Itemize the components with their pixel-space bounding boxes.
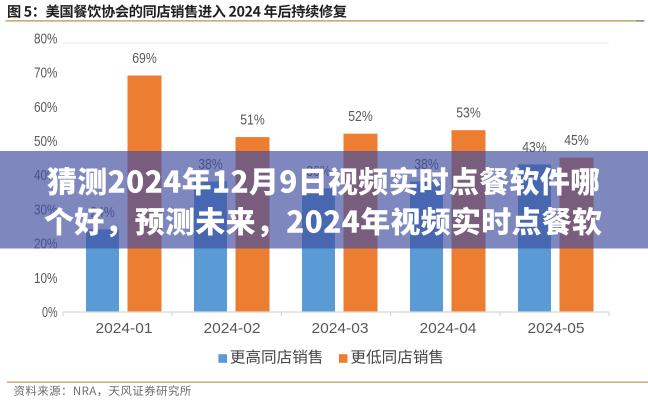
svg-text:50%: 50% [34, 134, 58, 150]
svg-text:80%: 80% [34, 31, 58, 47]
svg-text:70%: 70% [34, 66, 58, 82]
svg-text:69%: 69% [132, 51, 157, 67]
svg-text:0%: 0% [42, 305, 58, 321]
svg-text:53%: 53% [456, 106, 481, 122]
svg-text:2024-02: 2024-02 [204, 321, 261, 337]
svg-text:2024-04: 2024-04 [420, 321, 477, 337]
svg-text:2024-01: 2024-01 [96, 321, 153, 337]
svg-text:45%: 45% [564, 133, 589, 149]
svg-text:2024-03: 2024-03 [312, 321, 369, 337]
svg-text:10%: 10% [34, 271, 58, 287]
svg-text:51%: 51% [240, 113, 265, 129]
svg-text:2024-05: 2024-05 [528, 321, 585, 337]
svg-text:60%: 60% [34, 100, 58, 116]
svg-text:52%: 52% [348, 109, 373, 125]
